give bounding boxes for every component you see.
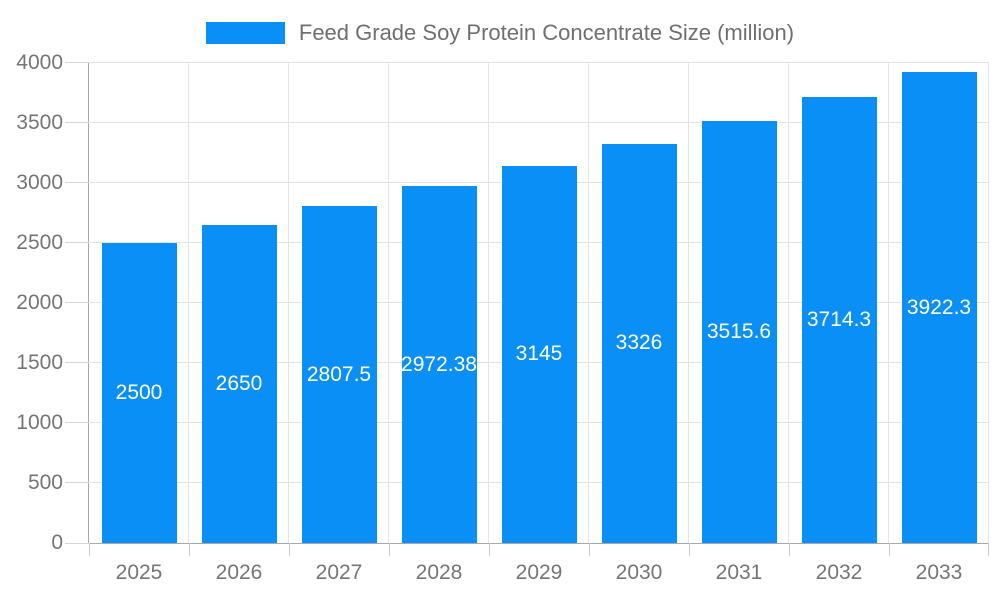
x-axis-tick	[289, 543, 290, 556]
y-axis-tick	[65, 422, 89, 423]
x-axis-label: 2032	[815, 561, 863, 584]
bar-2026[interactable]: 2650	[201, 225, 277, 543]
y-axis-tick	[65, 122, 89, 123]
y-axis-label: 4000	[16, 51, 63, 74]
bar-value-label: 3326	[615, 331, 663, 355]
y-axis-tick	[65, 362, 89, 363]
bar-2028[interactable]: 2972.38	[401, 186, 477, 543]
y-axis-label: 2500	[16, 231, 63, 254]
v-gridline	[888, 63, 889, 543]
bar-value-label: 3515.6	[706, 320, 772, 344]
bar-2029[interactable]: 3145	[501, 165, 577, 543]
x-axis-tick	[789, 543, 790, 556]
bar-value-label: 2500	[115, 381, 163, 404]
bar-value-label: 3922.3	[906, 295, 972, 319]
v-gridline	[388, 63, 389, 543]
legend-label: Feed Grade Soy Protein Concentrate Size …	[298, 20, 795, 45]
bar-value-label: 3714.3	[806, 308, 872, 332]
x-axis-tick	[889, 543, 890, 556]
y-axis-tick	[65, 482, 89, 483]
legend-swatch-icon	[205, 22, 285, 44]
h-gridline	[89, 62, 989, 63]
h-gridline	[89, 122, 989, 123]
x-axis-tick	[189, 543, 190, 556]
bar-value-label: 2650	[215, 372, 263, 395]
y-axis-tick	[65, 242, 89, 243]
x-axis-label: 2028	[415, 561, 463, 584]
x-axis-label: 2027	[315, 561, 363, 584]
x-axis-tick	[389, 543, 390, 556]
x-axis-tick	[489, 543, 490, 556]
y-axis-label: 1500	[16, 351, 63, 374]
y-axis-label: 3500	[16, 111, 63, 134]
v-gridline	[488, 63, 489, 543]
v-gridline	[688, 63, 689, 543]
y-axis-tick	[65, 62, 89, 63]
v-gridline	[988, 63, 989, 543]
y-axis-label: 1000	[16, 411, 63, 434]
y-axis-tick	[65, 543, 89, 544]
x-axis-tick	[589, 543, 590, 556]
x-axis-tick	[89, 543, 90, 556]
bar-2025[interactable]: 2500	[101, 243, 177, 543]
bar-2031[interactable]: 3515.6	[701, 121, 777, 543]
bar-2033[interactable]: 3922.3	[901, 72, 977, 543]
y-axis-tick	[65, 302, 89, 303]
v-gridline	[588, 63, 589, 543]
y-axis-label: 500	[27, 471, 63, 494]
x-axis-tick	[988, 543, 989, 556]
bar-value-label: 3145	[515, 342, 563, 366]
x-axis-label: 2031	[715, 561, 763, 584]
plot-area: 0 500 1000 1500 2000 2500 3000 3500 4000 2025 2026…	[16, 52, 989, 584]
x-axis-label: 2026	[215, 561, 263, 584]
bar-2027[interactable]: 2807.5	[301, 206, 377, 543]
y-axis-label: 3000	[16, 171, 63, 194]
x-axis-label: 2030	[615, 561, 663, 584]
v-gridline	[788, 63, 789, 543]
x-axis-label: 2025	[115, 561, 163, 584]
legend[interactable]: Feed Grade Soy Protein Concentrate Size …	[0, 20, 1000, 46]
x-axis-label: 2033	[915, 561, 963, 584]
y-axis-tick	[65, 182, 89, 183]
y-axis-label: 0	[51, 531, 63, 554]
v-gridline	[288, 63, 289, 543]
bar-value-label: 2807.5	[306, 362, 372, 386]
x-axis-label: 2029	[515, 561, 563, 584]
bar-2030[interactable]: 3326	[601, 143, 677, 543]
bar-value-label: 2972.38	[401, 352, 477, 376]
y-axis-label: 2000	[16, 291, 63, 314]
v-gridline	[188, 63, 189, 543]
x-axis-tick	[689, 543, 690, 556]
bar-2032[interactable]: 3714.3	[801, 97, 877, 543]
